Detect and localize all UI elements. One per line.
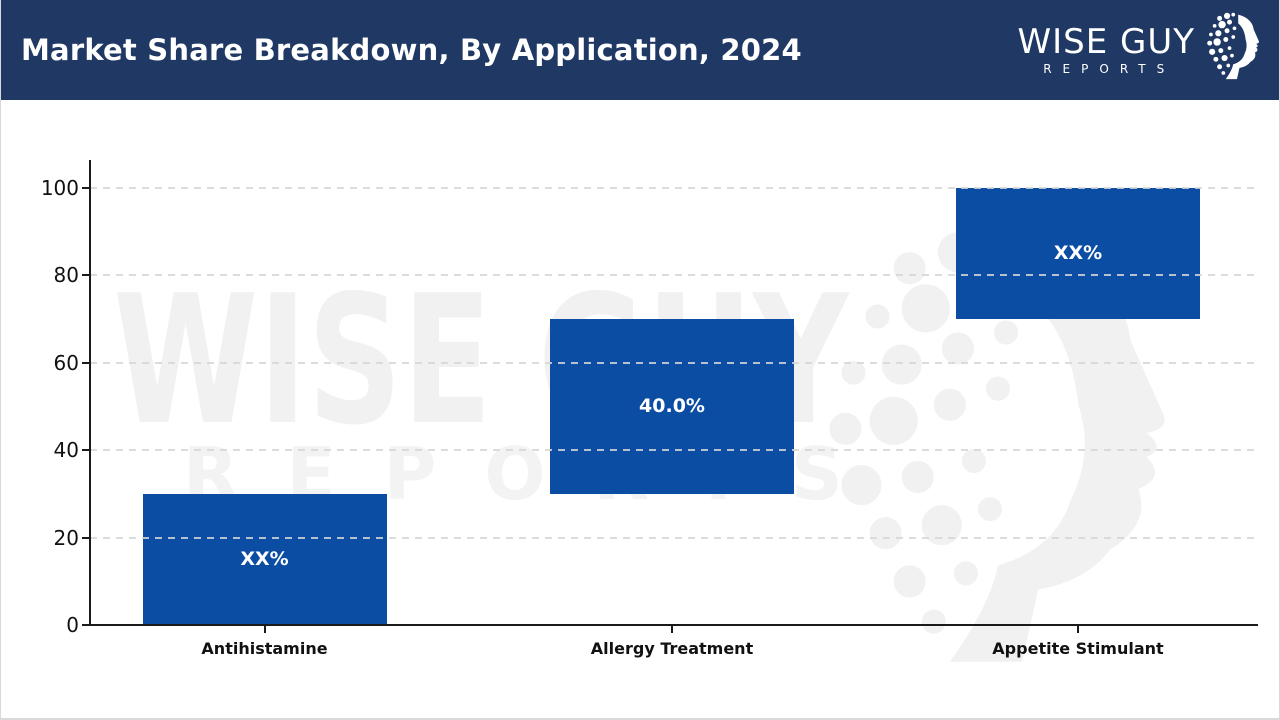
gridline bbox=[90, 449, 1257, 451]
bar-segment: XX% bbox=[956, 187, 1200, 319]
bar-value-label: XX% bbox=[1053, 242, 1103, 265]
x-category-label: Allergy Treatment bbox=[590, 639, 754, 658]
x-axis-spine bbox=[89, 624, 1258, 626]
x-category-label: Antihistamine bbox=[201, 639, 328, 658]
header-bar: Market Share Breakdown, By Application, … bbox=[1, 0, 1279, 100]
y-tick-label: 40 bbox=[53, 438, 79, 462]
chart-title: Market Share Breakdown, By Application, … bbox=[21, 33, 802, 67]
y-tick-mark bbox=[82, 624, 89, 626]
y-tick-label: 80 bbox=[53, 263, 79, 287]
logo-text: WISE GUY REPORTS bbox=[1017, 25, 1195, 75]
wise-guy-reports-logo: WISE GUY REPORTS bbox=[1017, 7, 1263, 93]
gridline bbox=[90, 361, 1257, 364]
y-tick-label: 100 bbox=[40, 175, 79, 200]
y-tick-mark bbox=[82, 449, 89, 451]
y-tick-label: 0 bbox=[66, 613, 79, 637]
y-tick-mark bbox=[82, 274, 89, 276]
bar-segment: 40.0% bbox=[550, 318, 794, 494]
logo-subtitle: REPORTS bbox=[1043, 62, 1176, 76]
y-tick-mark bbox=[82, 536, 89, 539]
gridline bbox=[90, 274, 1257, 276]
y-tick-mark bbox=[82, 186, 89, 189]
x-tick-mark bbox=[671, 626, 673, 633]
gridline bbox=[90, 536, 1257, 539]
y-tick-mark bbox=[82, 361, 89, 364]
y-axis-spine bbox=[89, 160, 91, 626]
x-tick-mark bbox=[1077, 626, 1079, 633]
logo-wordmark: WISE GUY bbox=[1017, 22, 1195, 62]
x-tick-mark bbox=[263, 626, 266, 633]
gridline bbox=[90, 186, 1257, 189]
bar-value-label: 40.0% bbox=[639, 395, 705, 418]
x-category-label: Appetite Stimulant bbox=[992, 639, 1164, 658]
y-tick-label: 60 bbox=[53, 350, 79, 375]
y-tick-label: 20 bbox=[53, 525, 79, 550]
bar-value-label: XX% bbox=[240, 548, 289, 571]
bar-segment: XX% bbox=[142, 493, 387, 625]
dotted-head-logo-icon bbox=[1201, 7, 1263, 93]
